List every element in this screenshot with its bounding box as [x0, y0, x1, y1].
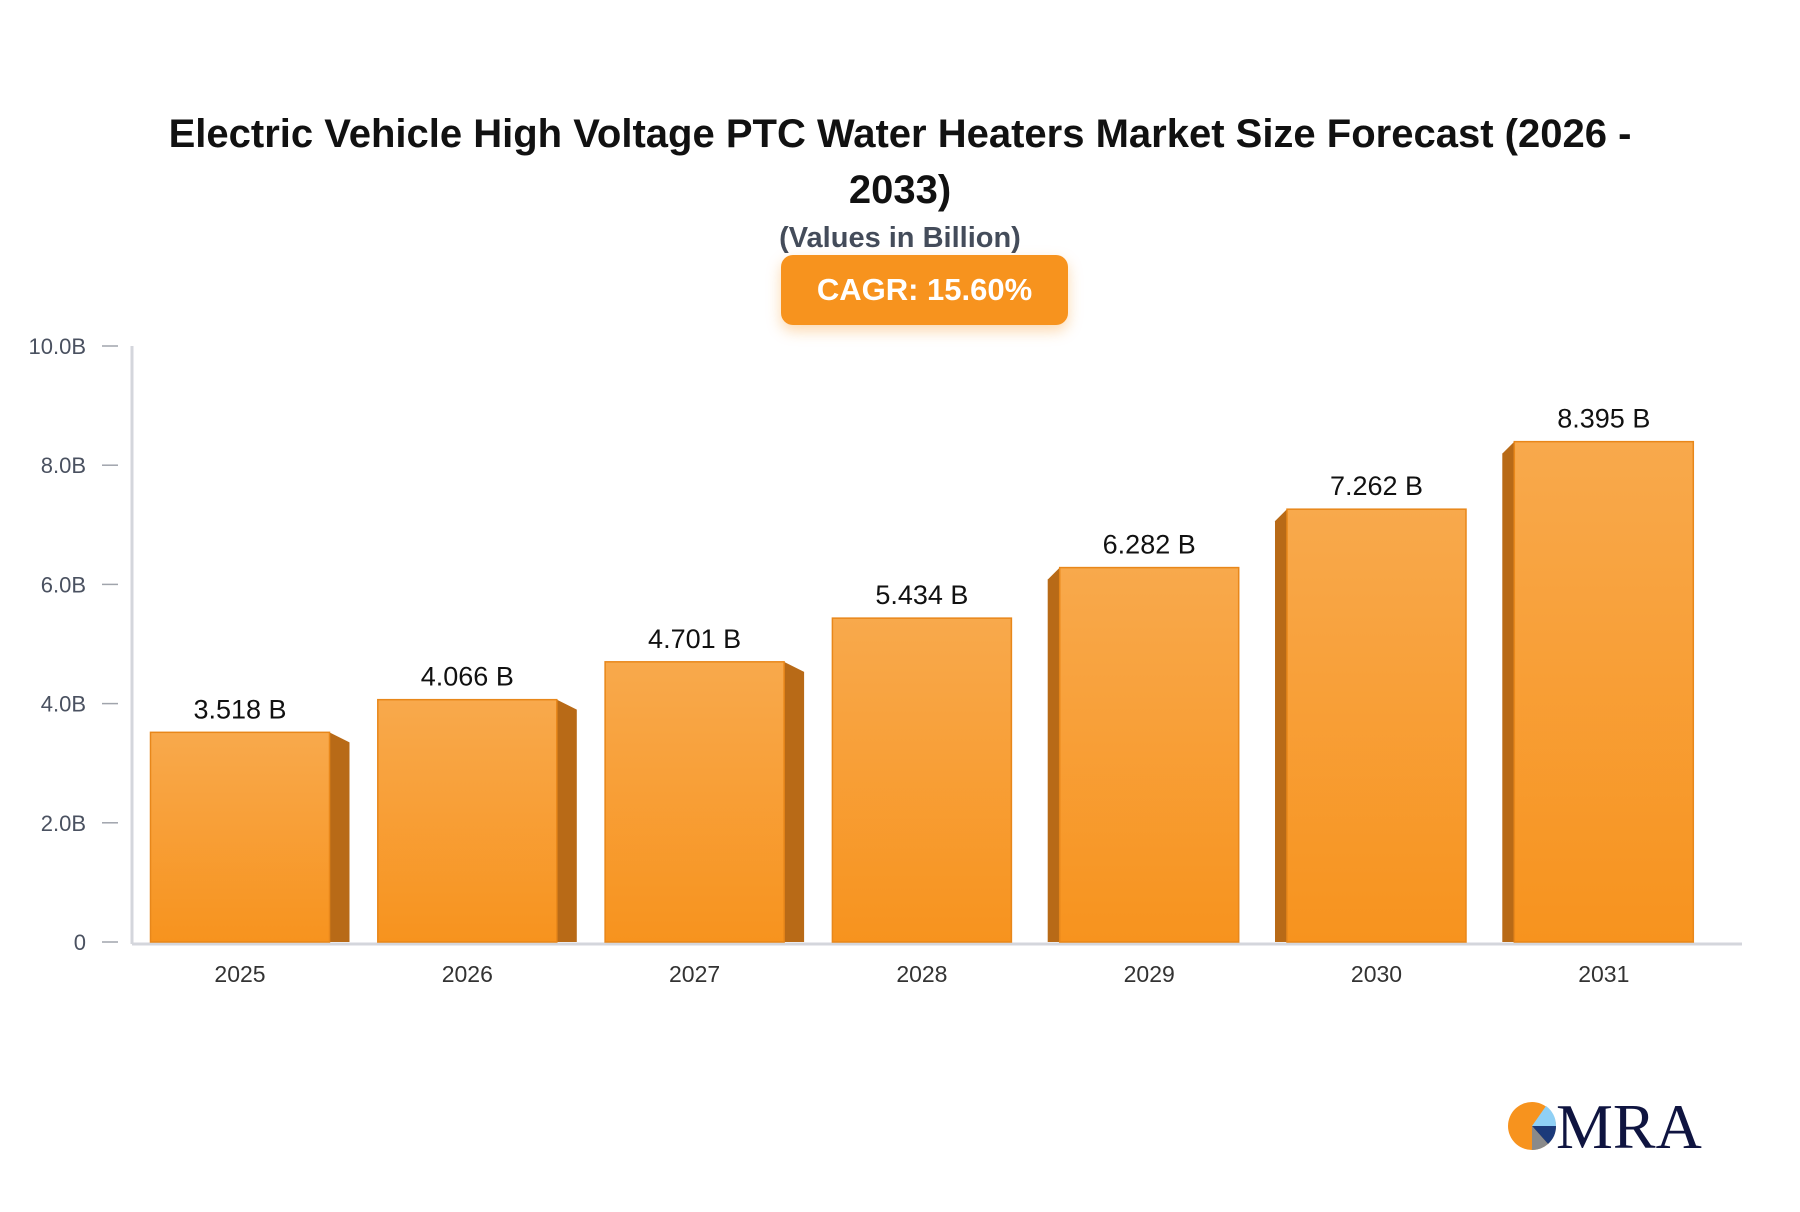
logo-text: MRA [1556, 1091, 1702, 1162]
bar-side [1502, 441, 1515, 942]
data-label: 6.282 B [1103, 530, 1196, 560]
data-label: 5.434 B [875, 580, 968, 610]
chart-title: Electric Vehicle High Voltage PTC Water … [168, 112, 1632, 212]
x-tick-label: 2027 [669, 961, 720, 987]
y-tick-label: 8.0B [41, 453, 86, 478]
x-tick-label: 2030 [1351, 961, 1402, 987]
y-tick-label: 10.0B [29, 334, 87, 359]
x-tick-label: 2025 [214, 961, 265, 987]
bar-group: 4.701 B 2027 [604, 624, 805, 987]
data-label: 3.518 B [193, 694, 286, 724]
x-tick-label: 2031 [1578, 961, 1629, 987]
data-label: 4.066 B [421, 662, 514, 692]
bar [1058, 566, 1240, 943]
bar-side [784, 661, 805, 942]
cagr-badge: CAGR: 15.60% [781, 255, 1068, 325]
bar [604, 661, 785, 943]
bar-group: 8.395 B 2031 [1502, 404, 1695, 987]
bar-group: 7.262 B 2030 [1275, 471, 1467, 987]
y-tick-label: 6.0B [41, 572, 86, 597]
y-tick-label: 4.0B [41, 692, 86, 717]
bar-side [1275, 509, 1287, 942]
data-label: 8.395 B [1557, 404, 1650, 434]
x-tick-label: 2029 [1124, 961, 1175, 987]
bar [1286, 508, 1467, 943]
data-label: 7.262 B [1330, 471, 1423, 501]
data-label: 4.701 B [648, 624, 741, 654]
bar [831, 617, 1013, 943]
y-tick-label: 0 [74, 930, 86, 955]
chart-subtitle: (Values in Billion) [779, 222, 1021, 254]
bar [1513, 440, 1695, 943]
bar-group: 3.518 B 2025 [149, 694, 350, 987]
x-tick-label: 2028 [896, 961, 947, 987]
bar-group: 4.066 B 2026 [377, 662, 577, 987]
bar [149, 731, 331, 943]
bar-group: 5.434 B 2028 [831, 580, 1013, 987]
bar-side [1047, 567, 1060, 942]
bar-side [329, 732, 350, 942]
bar-group: 6.282 B 2029 [1047, 530, 1240, 987]
bar-side [556, 699, 577, 942]
x-tick-label: 2026 [442, 961, 493, 987]
mra-logo: MRA [1508, 1091, 1702, 1162]
bar [377, 698, 558, 943]
y-tick-label: 2.0B [41, 811, 86, 836]
